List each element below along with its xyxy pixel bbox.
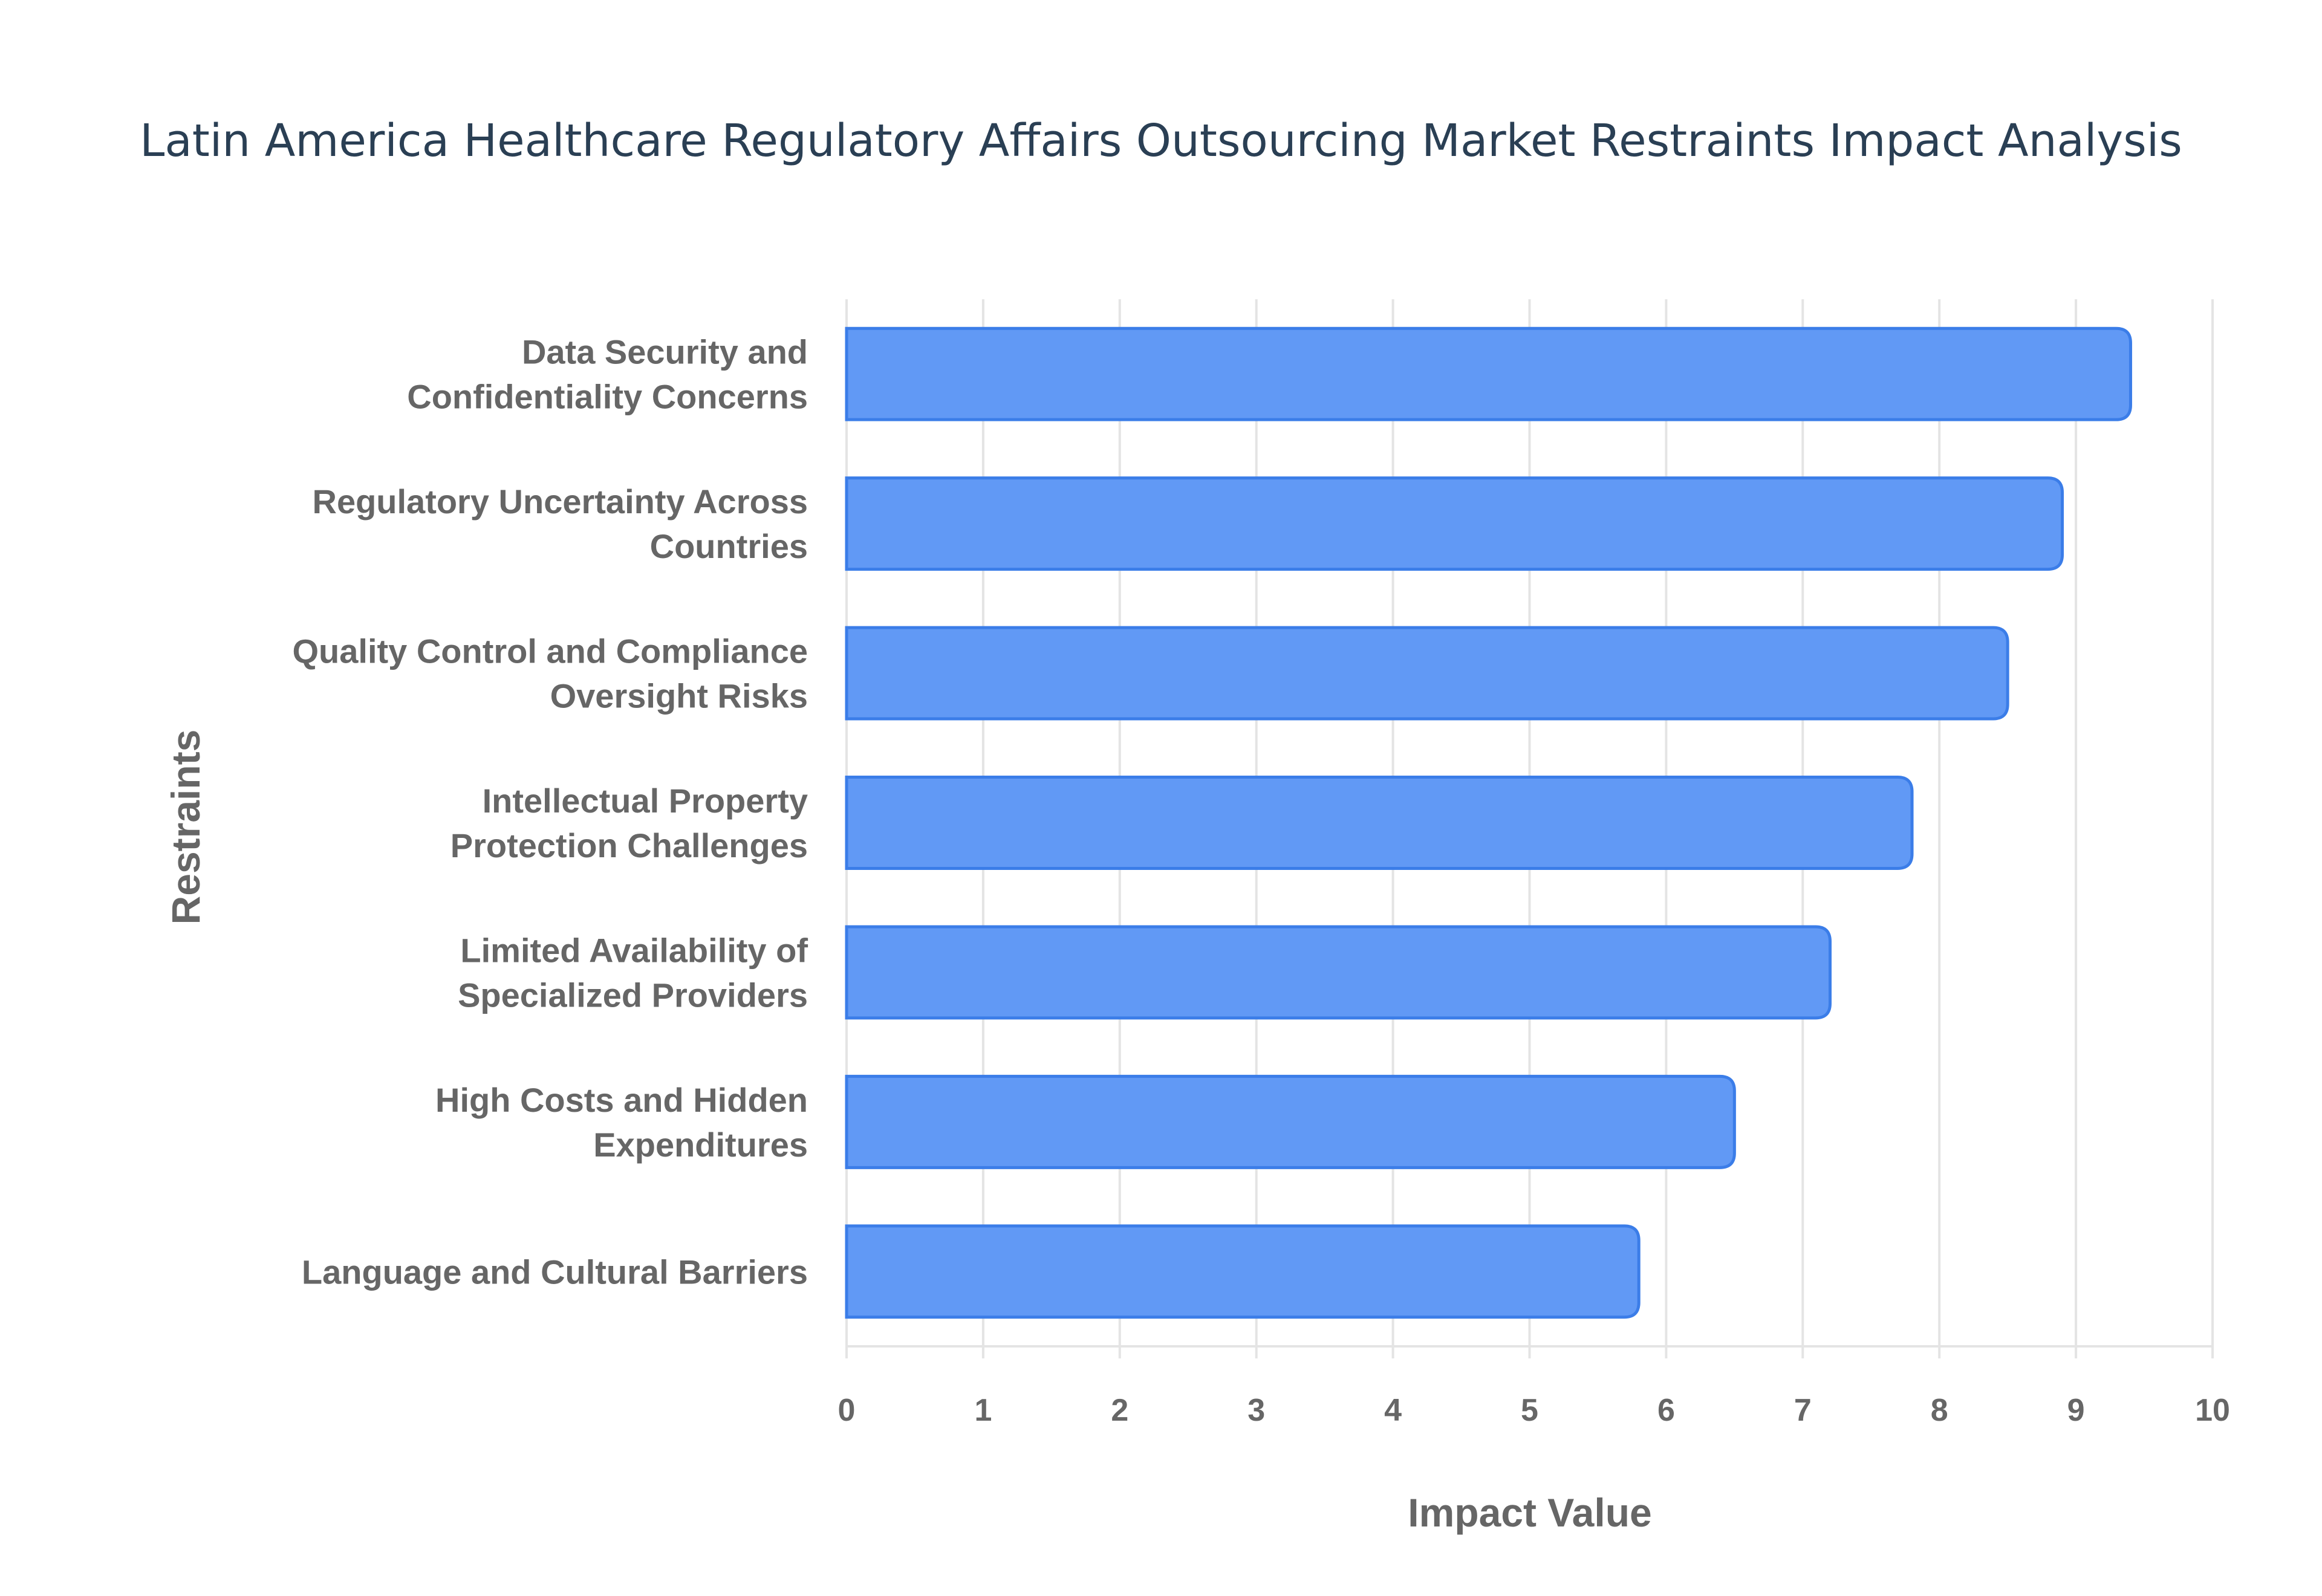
category-label-line: Oversight Risks (550, 677, 808, 715)
bar (845, 1074, 1736, 1169)
x-tick-label: 4 (1384, 1393, 1402, 1428)
x-tick-label: 10 (2195, 1393, 2230, 1428)
category-label-line: Confidentiality Concerns (407, 378, 808, 416)
category-label-line: Data Security and (522, 333, 808, 371)
x-tick-label: 9 (2067, 1393, 2085, 1428)
bar (845, 925, 1832, 1020)
category-label: Limited Availability of Specialized Provi… (458, 931, 808, 1014)
x-tick-label: 7 (1794, 1393, 1812, 1428)
x-tick-label: 8 (1931, 1393, 1948, 1428)
bar (845, 776, 1914, 870)
category-label-line: Countries (650, 527, 808, 565)
category-label-line: Quality Control and Compliance (292, 632, 808, 670)
category-label-line: Specialized Providers (458, 976, 808, 1014)
x-tick-label: 3 (1247, 1393, 1265, 1428)
category-label-line: Regulatory Uncertainty Across (313, 482, 808, 521)
category-label: Quality Control and Compliance Oversight … (292, 632, 808, 715)
chart-title: Latin America Healthcare Regulatory Affa… (140, 115, 2182, 167)
category-label: Intellectual Property Protection Challeng… (450, 782, 808, 864)
x-tick-label: 0 (838, 1393, 856, 1428)
category-label-line: Expenditures (593, 1126, 808, 1164)
category-label-line: Protection Challenges (450, 826, 808, 864)
category-label-line: Limited Availability of (460, 931, 808, 969)
x-axis-title: Impact Value (1408, 1490, 1652, 1535)
x-tick-label: 6 (1657, 1393, 1675, 1428)
category-label: High Costs and Hidden Expenditures (435, 1081, 808, 1164)
bar (845, 476, 2064, 571)
x-tick-labels: 0 1 2 3 4 5 6 7 8 9 10 (838, 1393, 2230, 1428)
x-tick-label: 5 (1521, 1393, 1538, 1428)
x-tick-label: 2 (1111, 1393, 1128, 1428)
category-label: Language and Cultural Barriers (302, 1253, 808, 1291)
y-axis-title: Restraints (163, 730, 208, 925)
bar (845, 626, 2009, 721)
category-labels: Data Security and Confidentiality Concern… (292, 333, 808, 1291)
bars (845, 326, 2132, 1319)
category-label: Regulatory Uncertainty Across Countries (313, 482, 808, 565)
category-label-line: High Costs and Hidden (435, 1081, 808, 1119)
category-label-line: Intellectual Property (483, 782, 808, 820)
category-label-line: Language and Cultural Barriers (302, 1253, 808, 1291)
category-label: Data Security and Confidentiality Concern… (407, 333, 808, 416)
bar (845, 1224, 1641, 1319)
x-tick-label: 1 (974, 1393, 992, 1428)
bar (845, 326, 2132, 421)
